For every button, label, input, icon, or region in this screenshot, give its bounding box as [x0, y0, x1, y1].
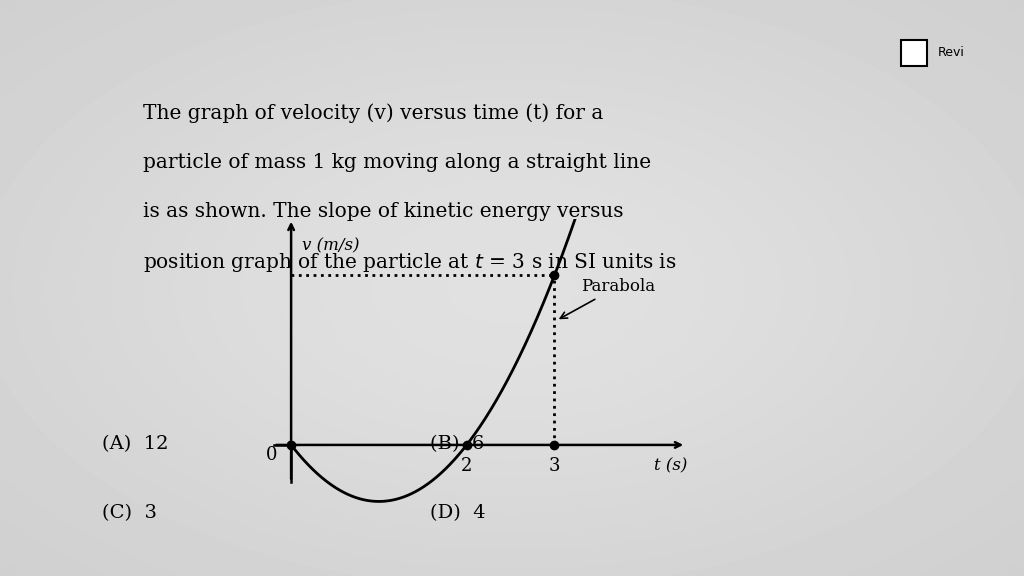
Bar [901, 40, 927, 66]
Text: position graph of the particle at $t$ = 3 s in SI units is: position graph of the particle at $t$ = … [143, 251, 677, 274]
Text: t (s): t (s) [653, 457, 687, 475]
Text: 0: 0 [266, 446, 278, 464]
Text: (D)  4: (D) 4 [430, 505, 485, 522]
Text: is as shown. The slope of kinetic energy versus: is as shown. The slope of kinetic energy… [143, 202, 624, 221]
Text: particle of mass 1 kg moving along a straight line: particle of mass 1 kg moving along a str… [143, 153, 651, 172]
Text: (C)  3: (C) 3 [102, 505, 158, 522]
Text: 3: 3 [549, 457, 560, 475]
Text: (A)  12: (A) 12 [102, 435, 169, 453]
Text: The graph of velocity (v) versus time (t) for a: The graph of velocity (v) versus time (t… [143, 104, 604, 123]
Text: Parabola: Parabola [560, 278, 655, 319]
Text: v (m/s): v (m/s) [302, 237, 359, 254]
Text: Revi: Revi [938, 46, 965, 59]
Text: 2: 2 [461, 457, 472, 475]
Text: (B)  6: (B) 6 [430, 435, 484, 453]
